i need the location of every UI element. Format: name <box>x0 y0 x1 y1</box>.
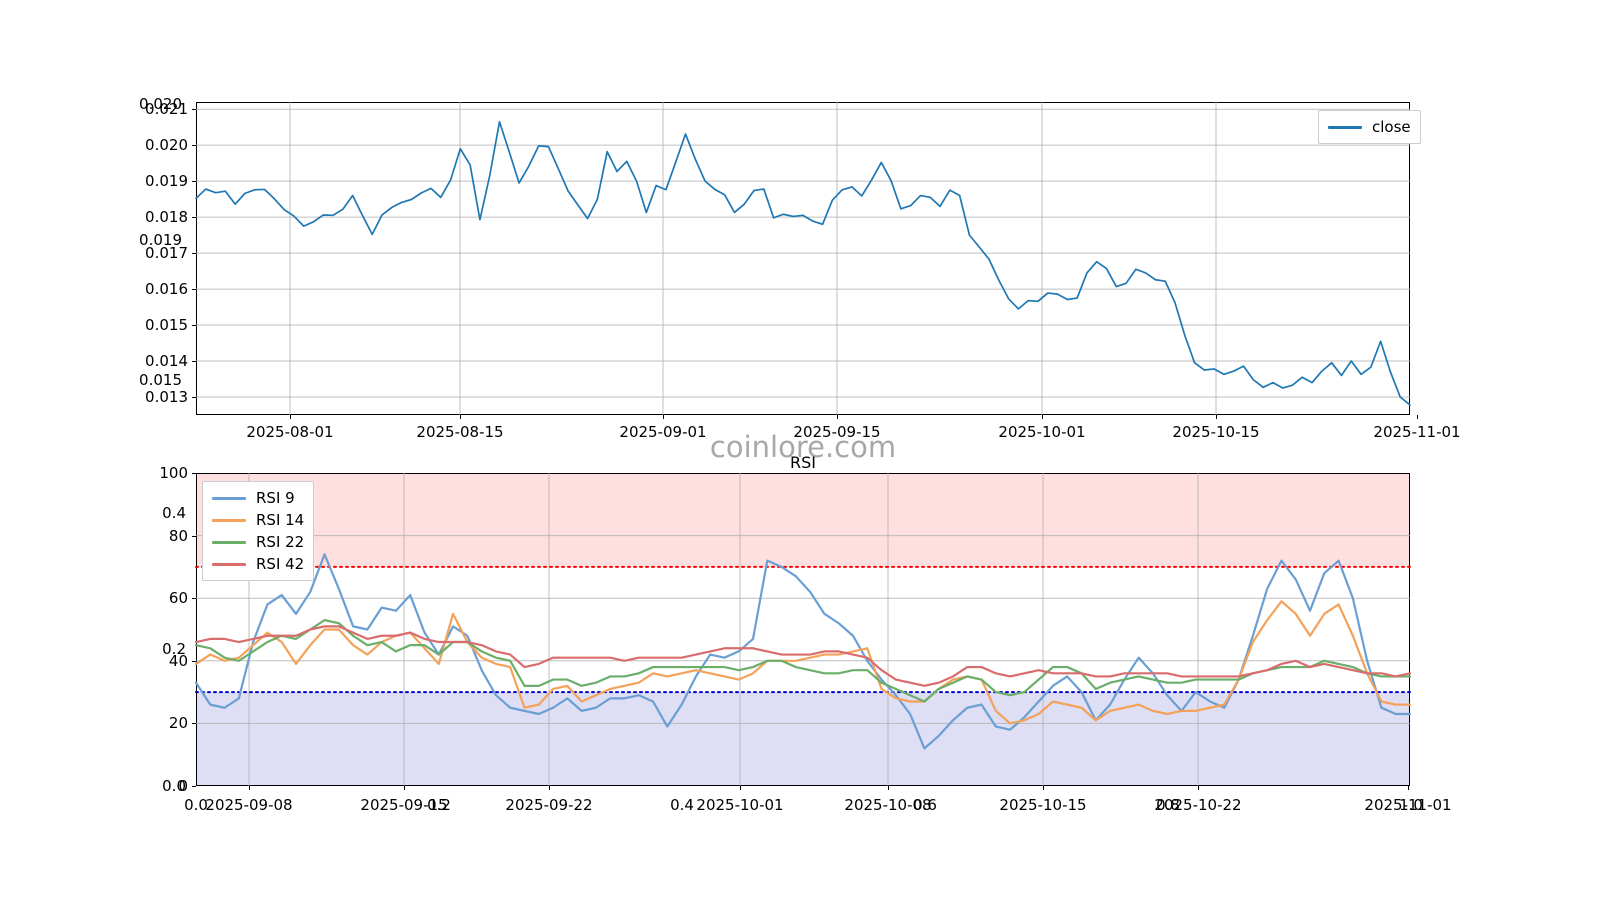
rsi-x-tick-mark <box>888 786 889 790</box>
rsi-overlay-y-tick-label: 0.0 <box>162 777 186 795</box>
price-y-tick-label: 0.019 <box>145 172 188 191</box>
price-y-tick-mark <box>192 217 196 219</box>
rsi-y-tick-label: 60 <box>168 589 188 608</box>
rsi-legend-item: RSI 9 <box>212 487 304 509</box>
rsi-y-tick-mark <box>192 473 196 474</box>
price-y-tick-label: 0.020 <box>145 136 188 155</box>
rsi-x-tick-mark <box>249 786 250 790</box>
rsi-x-tick-mark <box>549 786 550 790</box>
price-x-tick-mark <box>1417 415 1418 419</box>
rsi-overlay-x-tick-label: 0.0 <box>184 796 208 814</box>
legend-color-swatch <box>212 518 246 522</box>
rsi-x-tick-mark <box>1198 786 1199 790</box>
price-y-tick-label: 0.013 <box>145 388 188 406</box>
rsi-x-tick-label: 2025-09-08 <box>205 796 293 814</box>
price-y-tick-label: 0.016 <box>145 280 188 299</box>
rsi-overlay-y-tick-label: 0.4 <box>162 504 186 522</box>
price-y-tick-mark <box>192 361 196 363</box>
rsi-legend-item: RSI 42 <box>212 553 304 575</box>
price-y-tick-label: 0.015 <box>145 316 188 335</box>
rsi-overlay-x-tick-label: 0.2 <box>427 796 451 814</box>
rsi-legend-item: RSI 14 <box>212 509 304 531</box>
rsi-y-tick-label: 100 <box>159 464 188 482</box>
price-y-tick-mark <box>192 181 196 183</box>
price-legend: close <box>1318 110 1421 144</box>
rsi-chart-panel <box>194 473 1412 786</box>
rsi-y-tick-label: 40 <box>168 651 188 670</box>
legend-color-swatch <box>212 562 246 566</box>
rsi-y-tick-mark <box>192 723 196 725</box>
price-y-tick-label: 0.021 <box>145 100 188 119</box>
price-y-tick-label: 0.018 <box>145 208 188 227</box>
price-x-tick-mark <box>837 415 838 419</box>
rsi-overlay-x-tick-label: 1.0 <box>1399 796 1423 814</box>
rsi-overlay-x-tick-label: 0.4 <box>670 796 694 814</box>
rsi-y-tick-label: 80 <box>168 526 188 545</box>
rsi-y-tick-mark <box>192 786 196 787</box>
price-y-tick-mark <box>192 145 196 147</box>
legend-label: RSI 9 <box>256 489 295 507</box>
rsi-x-tick-label: 2025-11-01 <box>1364 796 1452 814</box>
rsi-x-tick-mark <box>1043 786 1044 790</box>
price-legend-item: close <box>1328 116 1411 138</box>
rsi-y-tick-mark <box>192 598 196 600</box>
price-chart-panel <box>195 102 1411 415</box>
price-y-tick-label: 0.014 <box>145 352 188 371</box>
price-x-tick-label: 2025-08-15 <box>416 423 504 441</box>
rsi-x-tick-label: 2025-10-01 <box>696 796 784 814</box>
rsi-overlay-x-tick-label: 0.8 <box>1156 796 1180 814</box>
legend-label: RSI 14 <box>256 511 305 529</box>
legend-color-swatch <box>212 540 246 544</box>
price-overlay-y-tick-label: 0.019 <box>139 231 182 249</box>
rsi-legend-item: RSI 22 <box>212 531 304 553</box>
legend-label: RSI 42 <box>256 555 305 573</box>
rsi-x-tick-mark <box>1408 786 1409 790</box>
watermark: coinlore.com <box>709 430 897 464</box>
price-x-tick-mark <box>460 415 461 419</box>
price-x-tick-mark <box>1042 415 1043 419</box>
rsi-x-tick-mark <box>740 786 741 790</box>
rsi-y-tick-label: 20 <box>168 714 188 733</box>
rsi-x-tick-mark <box>404 786 405 790</box>
rsi-x-tick-label: 2025-10-22 <box>1154 796 1242 814</box>
rsi-overlay-x-tick-label: 0.6 <box>913 796 937 814</box>
legend-color-swatch <box>212 496 246 500</box>
price-y-tick-mark <box>192 253 196 255</box>
price-x-tick-label: 2025-08-01 <box>246 423 334 441</box>
price-overlay-y-tick-label: 0.020 <box>139 95 182 113</box>
price-y-tick-mark <box>192 289 196 291</box>
rsi-overlay-y-tick-label: 0.2 <box>162 640 186 658</box>
rsi-x-tick-label: 2025-09-15 <box>360 796 448 814</box>
rsi-panel-title: RSI <box>790 453 816 472</box>
price-x-tick-mark <box>1216 415 1217 419</box>
rsi-y-tick-label: 0 <box>178 777 188 795</box>
price-x-tick-mark <box>663 415 664 419</box>
price-x-tick-label: 2025-09-01 <box>619 423 707 441</box>
price-x-tick-label: 2025-11-01 <box>1373 423 1461 441</box>
rsi-x-tick-label: 2025-09-22 <box>505 796 593 814</box>
price-x-tick-label: 2025-10-01 <box>998 423 1086 441</box>
rsi-line-plot <box>194 473 1412 786</box>
rsi-overbought-band <box>196 473 1410 567</box>
price-axes-frame <box>196 102 1410 415</box>
rsi-y-tick-mark <box>192 535 196 537</box>
legend-label: RSI 22 <box>256 533 305 551</box>
price-y-tick-mark <box>192 325 196 327</box>
price-y-tick-label: 0.017 <box>145 244 188 263</box>
rsi-y-tick-mark <box>192 660 196 662</box>
price-line-plot <box>195 102 1411 415</box>
price-x-tick-label: 2025-09-15 <box>793 423 881 441</box>
price-y-tick-mark <box>192 397 196 398</box>
price-overlay-y-tick-label: 0.015 <box>139 371 182 389</box>
rsi-x-tick-label: 2025-10-08 <box>844 796 932 814</box>
rsi-axes-frame <box>196 473 1410 786</box>
legend-label: close <box>1372 118 1411 136</box>
price-x-tick-mark <box>290 415 291 419</box>
rsi-legend: RSI 9 RSI 14 RSI 22 RSI 42 <box>202 481 315 581</box>
price-y-tick-mark <box>192 109 196 111</box>
price-x-tick-label: 2025-10-15 <box>1172 423 1260 441</box>
legend-color-swatch <box>1328 125 1362 129</box>
rsi-x-tick-label: 2025-10-15 <box>999 796 1087 814</box>
